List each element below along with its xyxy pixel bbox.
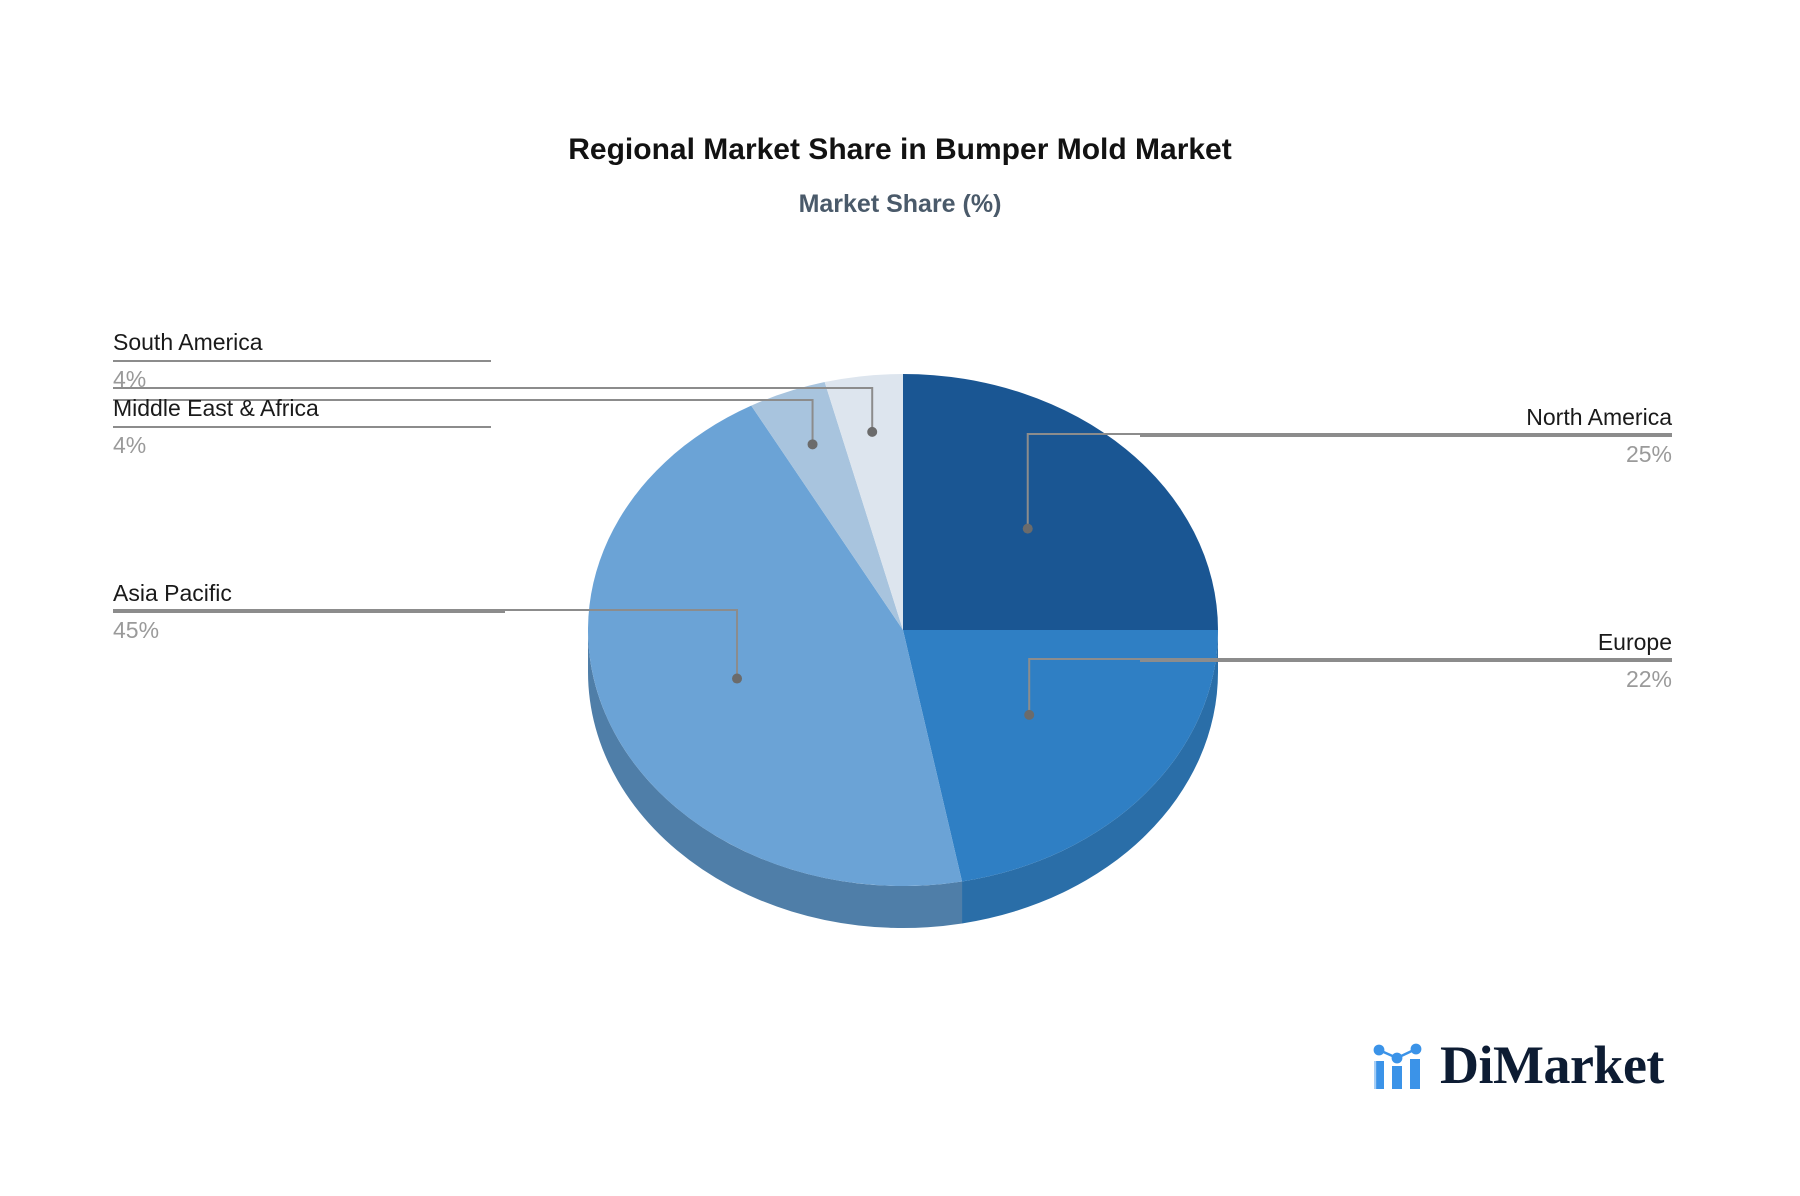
pie-top-faces <box>588 374 1218 886</box>
callout-value-middle-east-africa: 4% <box>113 432 147 458</box>
callout-value-europe: 22% <box>1625 666 1672 692</box>
leader-dot-asia-pacific <box>732 673 743 684</box>
logo-text: DiMarket <box>1440 1035 1664 1095</box>
leader-line-north-america <box>1026 433 1672 529</box>
pie-slice-middle-east-africa[interactable] <box>751 382 903 630</box>
pie-side-europe <box>962 630 1218 924</box>
pie-leader-lines <box>113 387 1672 720</box>
callout-value-north-america: 25% <box>1625 441 1672 467</box>
chart-subtitle: Market Share (%) <box>798 190 1002 218</box>
callout-label-north-america: North America <box>1526 404 1672 430</box>
leader-line-south-america <box>113 387 874 432</box>
bar-chart-logo-icon <box>1373 1043 1422 1089</box>
callout-value-asia-pacific: 45% <box>113 617 160 643</box>
leader-dot-europe <box>1024 709 1035 720</box>
pie-3d-side-faces <box>587 630 1218 928</box>
callout-rule-south-america <box>113 360 491 362</box>
pie-slice-europe[interactable] <box>903 630 1218 882</box>
leader-dot-south-america <box>867 426 878 437</box>
callout-label-south-america: South America <box>113 329 263 355</box>
leader-dot-middle-east-africa <box>807 439 818 450</box>
leader-line-europe <box>1028 658 1672 715</box>
leader-line-middle-east-africa <box>113 399 814 445</box>
pie-side-asia-pacific <box>587 630 963 928</box>
callout-rule-asia-pacific <box>113 611 505 613</box>
callout-asia-pacific: Asia Pacific 45% <box>113 578 505 645</box>
callout-rule-europe <box>1140 660 1672 662</box>
callout-rule-north-america <box>1140 435 1672 437</box>
page-title: Regional Market Share in Bumper Mold Mar… <box>568 133 1232 166</box>
pie-slice-north-america[interactable] <box>903 374 1218 630</box>
callout-value-south-america: 4% <box>113 366 147 392</box>
pie-slice-south-america[interactable] <box>824 374 903 630</box>
callout-label-middle-east-africa: Middle East & Africa <box>113 395 319 421</box>
callout-south-america: South America 4% <box>113 327 491 394</box>
callout-north-america: North America 25% <box>1140 402 1672 469</box>
leader-dot-north-america <box>1022 523 1033 534</box>
pie-slice-asia-pacific[interactable] <box>588 405 963 886</box>
callout-label-europe: Europe <box>1597 629 1672 655</box>
brand-logo: DiMarket <box>1370 1038 1664 1092</box>
callout-label-asia-pacific: Asia Pacific <box>113 580 232 606</box>
callout-rule-middle-east-africa <box>113 426 491 428</box>
leader-line-asia-pacific <box>113 609 739 679</box>
callout-middle-east-africa: Middle East & Africa 4% <box>113 393 491 460</box>
callout-europe: Europe 22% <box>1140 627 1672 694</box>
